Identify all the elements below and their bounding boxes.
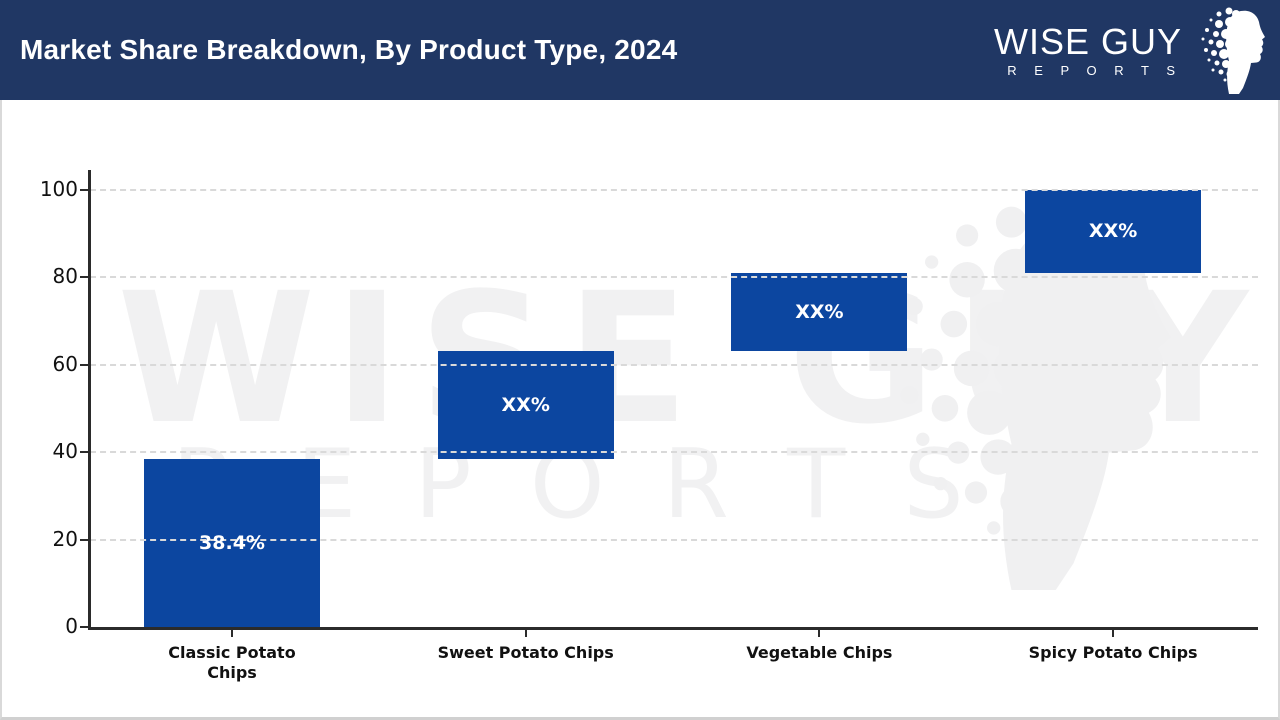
y-axis-tick-mark xyxy=(80,538,88,541)
gridline xyxy=(90,363,1258,366)
y-axis-tick-label: 100 xyxy=(39,176,78,201)
y-axis-tick-label: 40 xyxy=(52,439,78,463)
header: Market Share Breakdown, By Product Type,… xyxy=(0,0,1280,100)
gridline xyxy=(90,538,1258,541)
y-axis-tick-mark xyxy=(80,363,88,366)
brand-logo-text: WISE GUY R E P O R T S xyxy=(993,20,1182,78)
gridline xyxy=(90,188,1258,191)
y-axis-line xyxy=(88,170,91,630)
y-axis-tick-label: 20 xyxy=(52,526,78,551)
x-axis-category-label: Vegetable Chips xyxy=(746,643,893,662)
x-axis-tick-mark xyxy=(524,630,527,637)
bar-segment xyxy=(144,459,320,627)
x-axis-tick-mark xyxy=(1112,630,1115,637)
bar-segment xyxy=(731,272,908,352)
bar-value-label: XX% xyxy=(795,301,844,323)
y-axis-tick-mark xyxy=(80,626,88,628)
gridline xyxy=(90,276,1258,278)
x-axis-tick-mark xyxy=(818,630,821,637)
bar-value-label: 38.4% xyxy=(199,532,265,554)
watermark-head-icon xyxy=(889,206,1171,590)
y-axis-tick-mark xyxy=(80,276,88,278)
x-axis-category-label: Classic Potato Chips xyxy=(168,643,296,682)
x-axis-category-label: Sweet Potato Chips xyxy=(437,643,614,662)
page-title: Market Share Breakdown, By Product Type,… xyxy=(20,34,678,65)
y-axis-tick-mark xyxy=(80,188,88,191)
bar-value-label: XX% xyxy=(501,394,550,417)
bar-value-label: XX% xyxy=(1088,220,1138,243)
brand-name: WISE GUY xyxy=(993,20,1182,62)
y-axis-tick-label: 0 xyxy=(65,614,78,638)
brand-logo: WISE GUY R E P O R T S xyxy=(994,0,1268,100)
bar-segment xyxy=(437,351,614,459)
x-axis-category-label: Spicy Potato Chips xyxy=(1028,643,1198,662)
bar-segment xyxy=(1025,189,1202,273)
chart-area: WISE GUY R E P O R T S 0 20 40 60 80 100 38.4%… xyxy=(0,100,1280,720)
gridline xyxy=(90,451,1258,453)
plot-area: 0 20 40 60 80 100 38.4% Classic Potato Chips XX%… xyxy=(2,100,1280,717)
brand-tagline: R E P O R T S xyxy=(1007,62,1182,78)
x-axis-line xyxy=(88,627,1258,630)
logo-head-icon xyxy=(1201,7,1265,94)
x-axis-tick-mark xyxy=(231,630,233,637)
y-axis-tick-mark xyxy=(80,451,88,453)
y-axis-tick-label: 80 xyxy=(52,264,78,288)
y-axis-tick-label: 60 xyxy=(52,351,78,376)
